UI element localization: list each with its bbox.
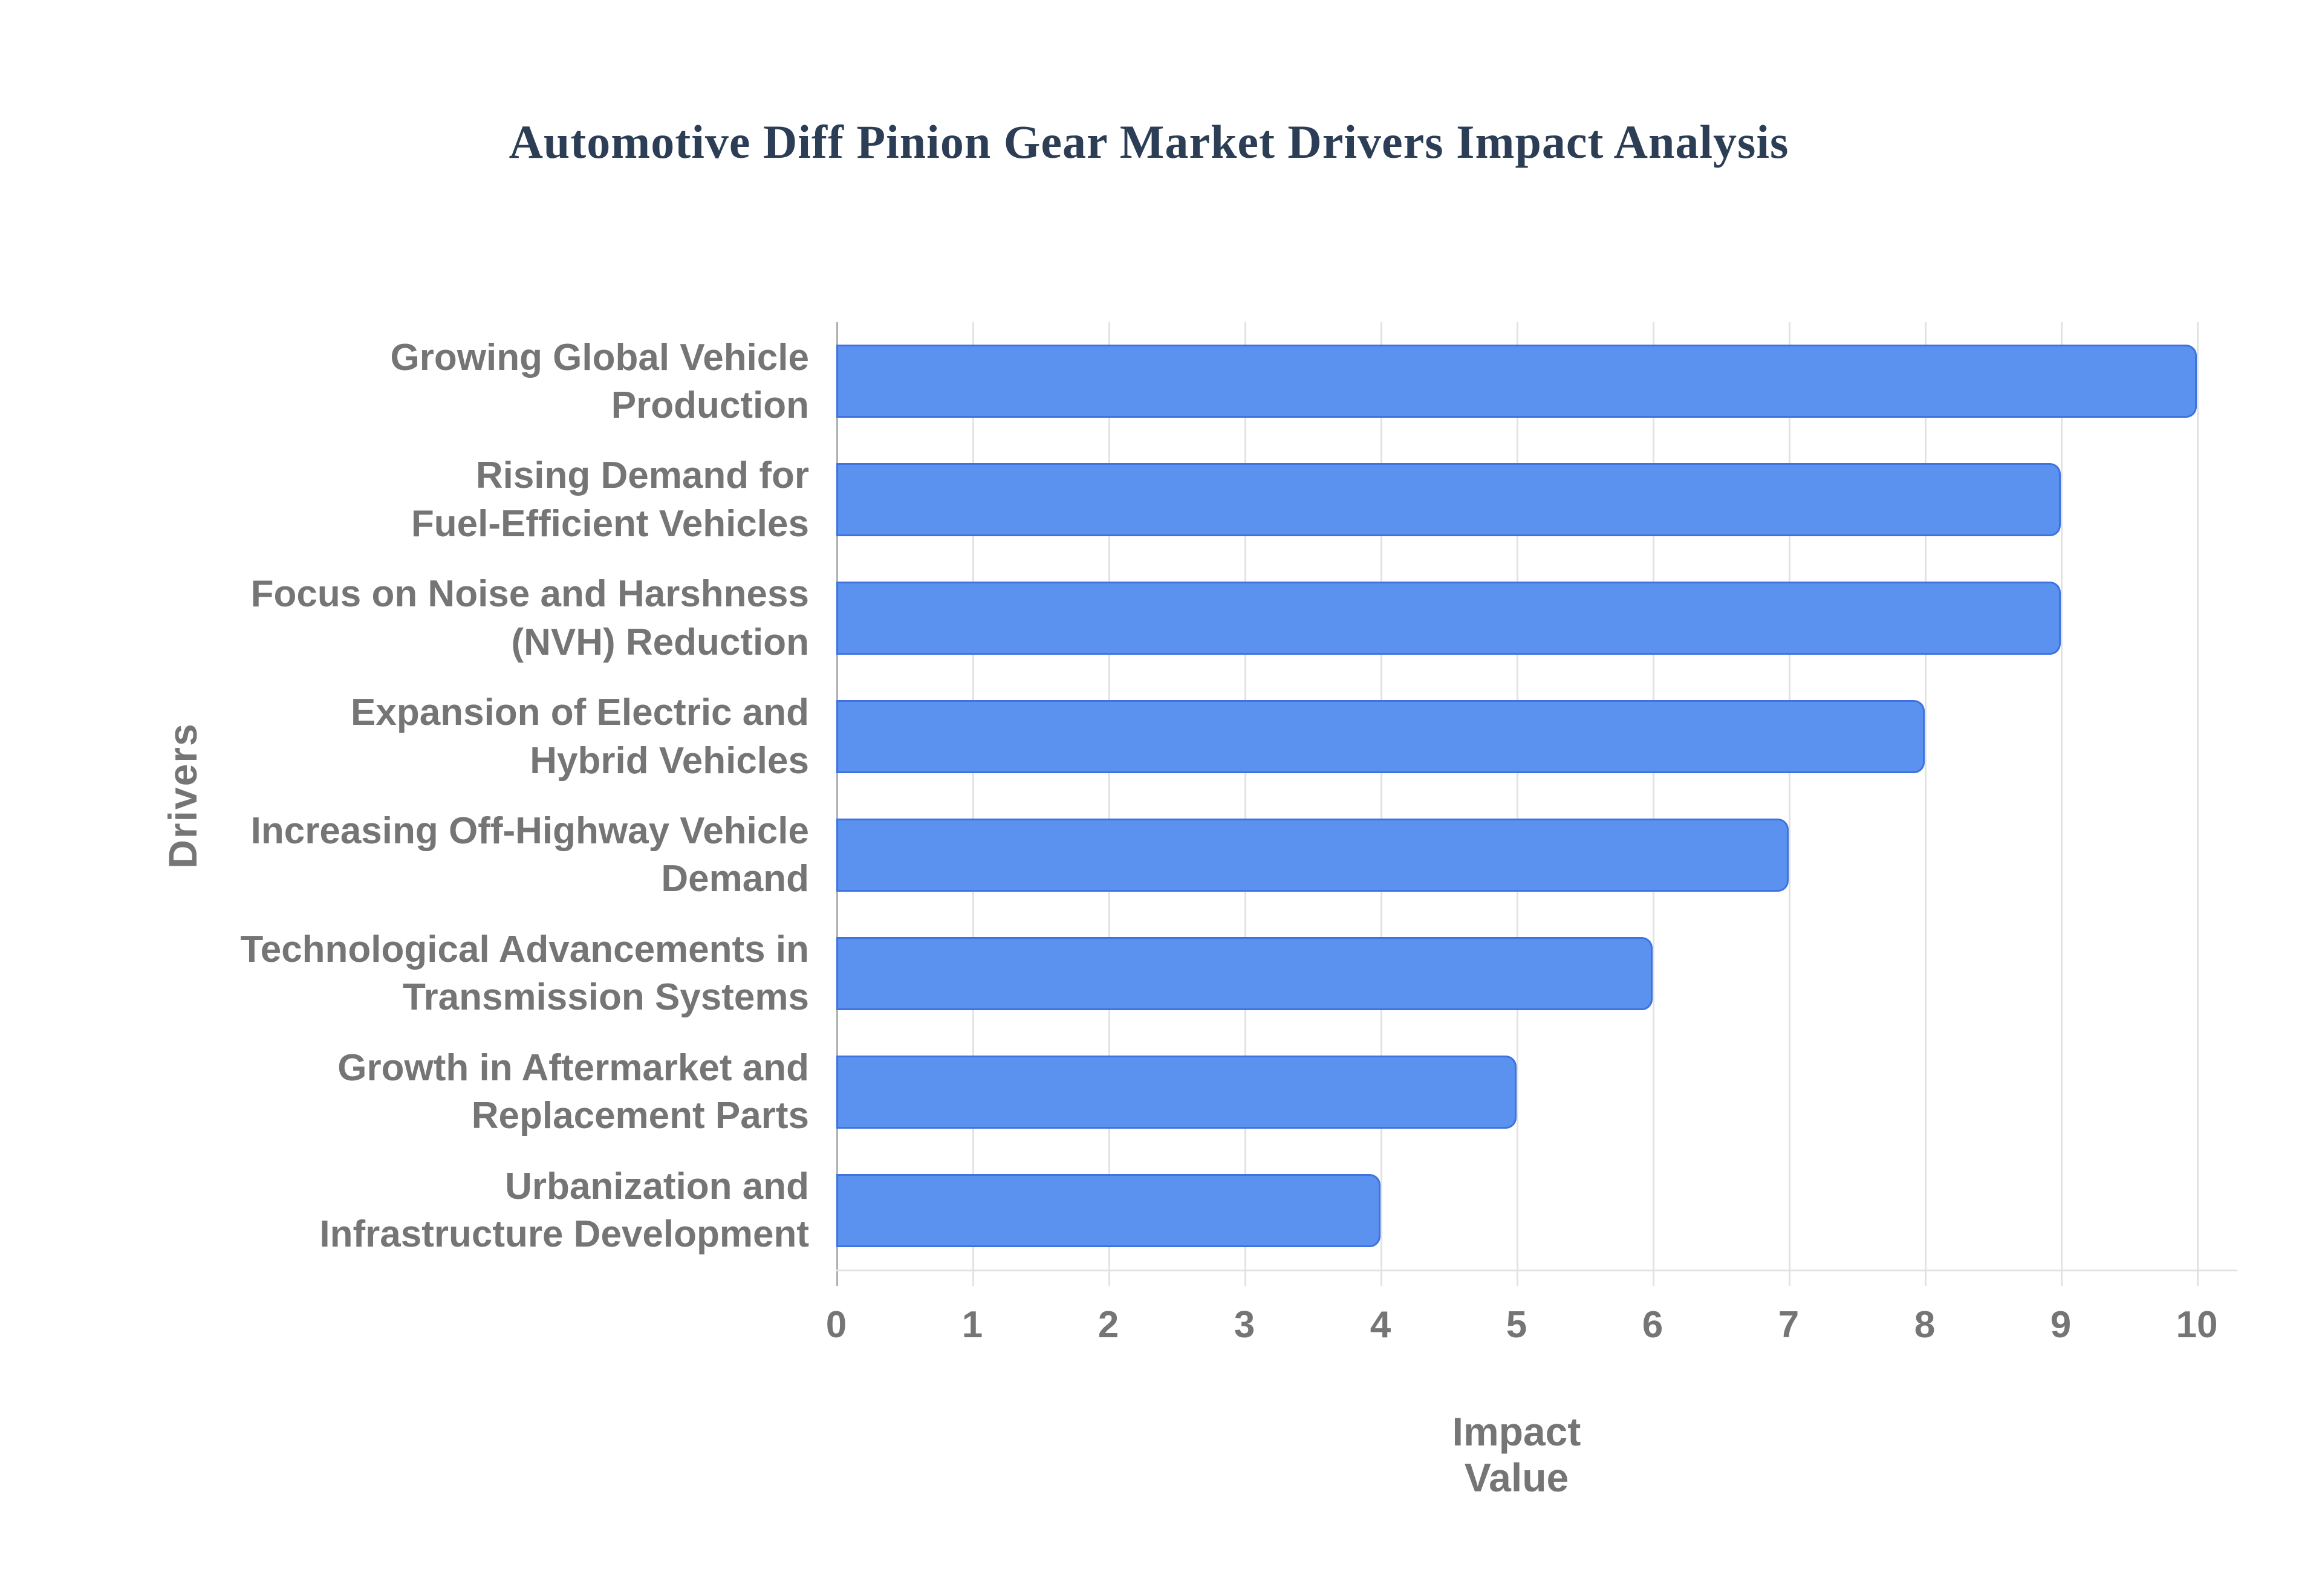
bar-2 [836,582,2061,655]
category-label-6: Growth in Aftermarket and Replacement Pa… [337,1046,809,1137]
category-label-7: Urbanization and Infrastructure Developm… [319,1165,809,1256]
category-label-4: Increasing Off-Highway Vehicle Demand [250,810,809,900]
x-tick-label-9: 9 [2050,1304,2072,1346]
bar-7 [836,1173,1381,1247]
bar-5 [836,936,1653,1010]
bar-6 [836,1055,1517,1129]
gridline-x-10 [2197,322,2199,1286]
bar-3 [836,700,1925,774]
x-axis-line [836,1270,2237,1271]
gridline-x-7 [1789,322,1790,1286]
x-tick-label-2: 2 [1098,1304,1119,1346]
x-axis-title: Impact Value [1452,1409,1581,1500]
gridline-x-8 [1925,322,1927,1286]
x-tick-label-8: 8 [1914,1304,1936,1346]
gridline-x-4 [1381,322,1382,1286]
x-tick-label-1: 1 [961,1304,983,1346]
x-tick-label-5: 5 [1506,1304,1527,1346]
category-label-3: Expansion of Electric and Hybrid Vehicle… [351,692,809,782]
category-label-5: Technological Advancements in Transmissi… [240,928,809,1019]
x-tick-label-6: 6 [1642,1304,1663,1346]
category-label-0: Growing Global Vehicle Production [390,336,809,426]
category-label-1: Rising Demand for Fuel-Efficient Vehicle… [411,455,809,545]
gridline-x-5 [1517,322,1518,1286]
category-label-2: Focus on Noise and Harshness (NVH) Reduc… [250,573,809,663]
x-tick-label-7: 7 [1778,1304,1800,1346]
bar-4 [836,818,1789,892]
bar-1 [836,463,2061,537]
gridline-x-3 [1244,322,1246,1286]
x-tick-label-3: 3 [1234,1304,1255,1346]
x-tick-label-4: 4 [1370,1304,1391,1346]
y-axis-line [836,322,838,1286]
chart-title: Automotive Diff Pinion Gear Market Drive… [509,115,1789,168]
gridline-x-9 [2061,322,2063,1286]
x-tick-label-10: 10 [2176,1304,2218,1346]
x-tick-label-0: 0 [825,1304,847,1346]
gridline-x-2 [1108,322,1110,1286]
gridline-x-6 [1653,322,1654,1286]
bar-0 [836,345,2197,418]
gridline-x-1 [972,322,974,1286]
